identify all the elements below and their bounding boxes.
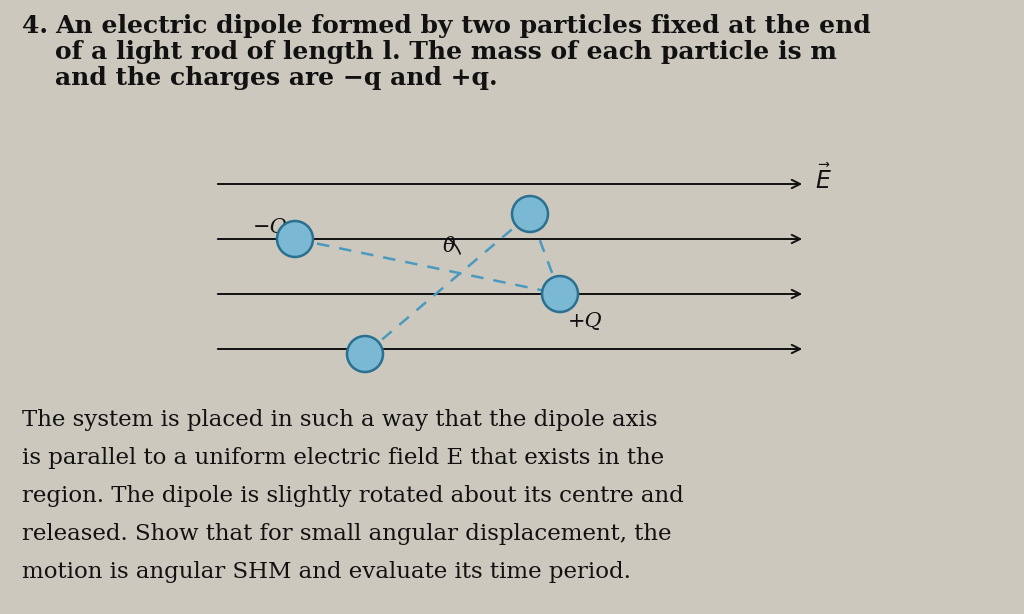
Text: is parallel to a uniform electric field E that exists in the: is parallel to a uniform electric field …	[22, 447, 665, 469]
Text: −Q: −Q	[253, 217, 288, 236]
Text: of a light rod of length l. The mass of each particle is m: of a light rod of length l. The mass of …	[55, 40, 837, 64]
Circle shape	[278, 221, 313, 257]
Text: region. The dipole is slightly rotated about its centre and: region. The dipole is slightly rotated a…	[22, 485, 684, 507]
Text: motion is angular SHM and evaluate its time period.: motion is angular SHM and evaluate its t…	[22, 561, 631, 583]
Circle shape	[542, 276, 578, 312]
Text: θ: θ	[442, 237, 455, 256]
Text: $\vec{E}$: $\vec{E}$	[815, 164, 831, 194]
Text: The system is placed in such a way that the dipole axis: The system is placed in such a way that …	[22, 409, 657, 431]
Text: and the charges are −q and +q.: and the charges are −q and +q.	[55, 66, 498, 90]
Text: +Q: +Q	[568, 313, 603, 332]
Text: 4.: 4.	[22, 14, 48, 38]
Text: An electric dipole formed by two particles fixed at the end: An electric dipole formed by two particl…	[55, 14, 870, 38]
Circle shape	[512, 196, 548, 232]
Circle shape	[347, 336, 383, 372]
Text: released. Show that for small angular displacement, the: released. Show that for small angular di…	[22, 523, 672, 545]
